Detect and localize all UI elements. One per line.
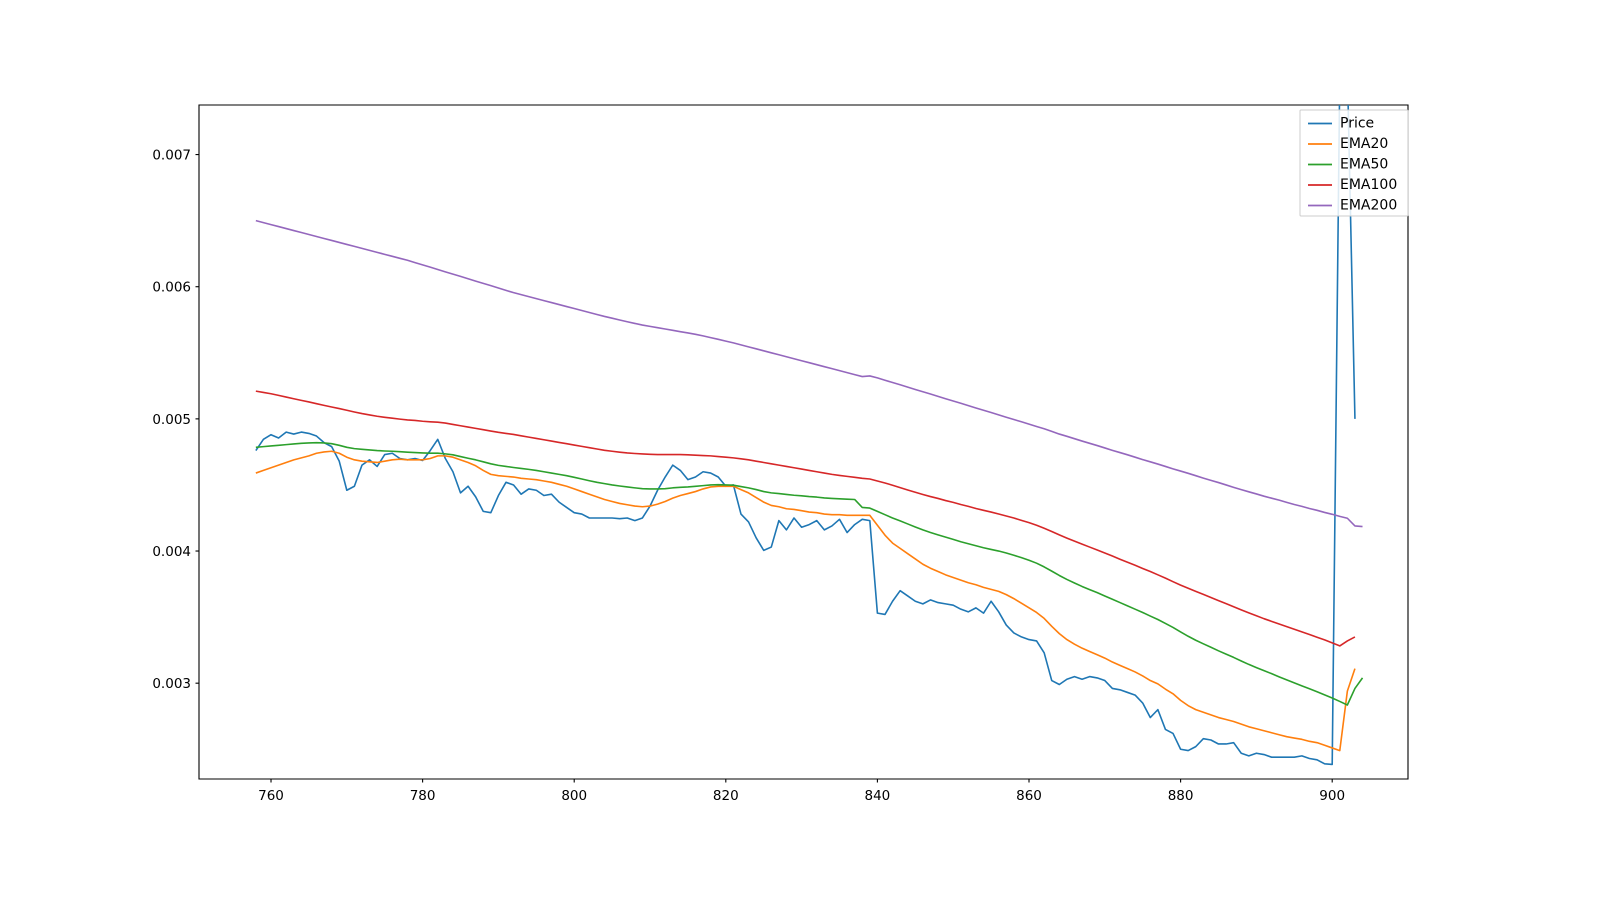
x-tick-label: 820 [713,788,739,804]
axis-ticks [195,154,1333,783]
y-tick-label: 0.005 [152,412,191,428]
x-tick-label: 800 [561,788,587,804]
y-tick-label: 0.003 [152,676,191,692]
x-tick-label: 900 [1319,788,1345,804]
y-tick-label: 0.007 [152,148,191,164]
series-line-ema50 [255,441,1364,706]
axes-area [198,104,1409,780]
x-tick-label: 880 [1168,788,1194,804]
series-line-ema200 [255,219,1363,528]
legend-label-ema100: EMA100 [1340,177,1397,193]
legend-label-ema200: EMA200 [1340,198,1397,214]
legend-background [1299,109,1409,217]
series-line-price [255,105,1356,766]
x-tick-label: 760 [258,788,284,804]
y-tick-label: 0.004 [152,544,191,560]
x-tick-label: 780 [410,788,436,804]
series-line-ema20 [255,450,1356,752]
legend-label-price: Price [1340,116,1374,132]
axes-spines [198,104,1409,780]
x-tick-label: 840 [865,788,891,804]
data-series [255,105,1364,766]
x-tick-label: 860 [1016,788,1042,804]
axis-tick-labels: 760 780 800 820 840 860 880 900 0.003 0.004 0.005 0… [152,148,1345,804]
chart-legend[interactable]: Price EMA20 EMA50 EMA100 EMA200 [1299,109,1409,217]
legend-label-ema50: EMA50 [1340,157,1388,173]
y-tick-label: 0.006 [152,280,191,296]
legend-label-ema20: EMA20 [1340,136,1388,152]
series-line-ema100 [255,390,1356,647]
